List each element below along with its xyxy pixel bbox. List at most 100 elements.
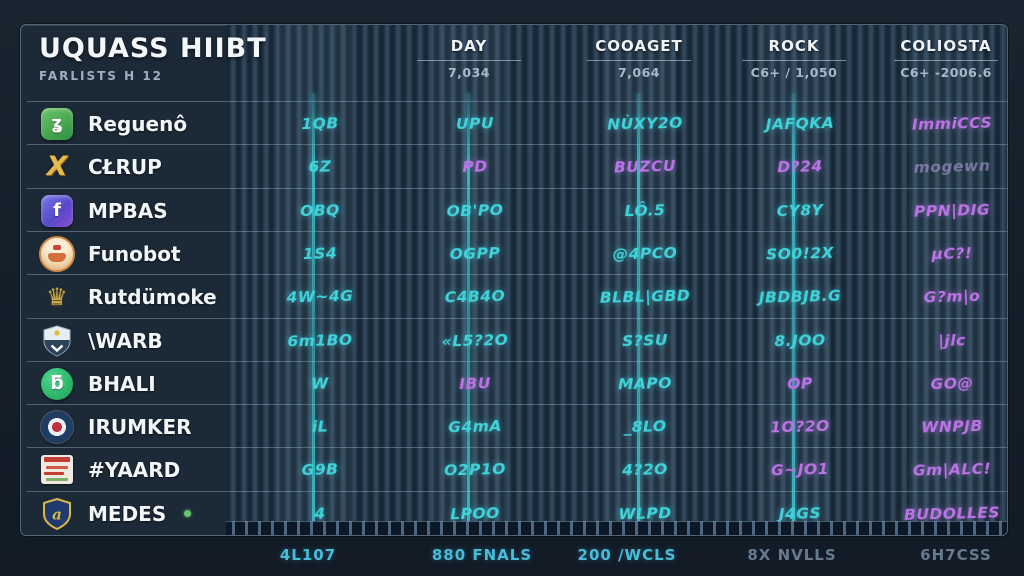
cell-value: 6Z <box>308 156 332 176</box>
column-spine-line <box>467 93 470 522</box>
cell-value: 1O?2O <box>770 416 830 436</box>
cell-value: ImmiCCS <box>911 113 993 134</box>
row-name-cell: a MEDES <box>33 492 239 535</box>
cell-value: IBU <box>458 373 492 393</box>
mpbas-glyph: f <box>53 199 61 221</box>
cell-value: OB'PO <box>446 200 504 220</box>
table-row[interactable]: IRUMKER iL G4mA _8LO 1O?2O WNPJB <box>27 404 1007 448</box>
table-row[interactable]: \WARB 6m1BO «L5?2O S?SU 8.JOO |jlc <box>27 318 1007 362</box>
cell-value: WLPD <box>618 503 672 523</box>
cell-value: @4PCO <box>612 243 678 263</box>
row-name: MPBAS <box>88 198 168 223</box>
column-halo <box>909 25 983 522</box>
table-row[interactable]: ʓ Reguenô 1QB UPU NÙXY2O JAFQKA ImmiCCS <box>27 101 1007 145</box>
cell-value: «L5?2O <box>441 330 509 351</box>
column-subvalue: 7,064 <box>617 65 661 80</box>
table-row[interactable]: Funobot 1S4 OGPP @4PCO SO0!2X µC?! <box>27 231 1007 275</box>
medes-shield-icon: a <box>39 496 75 532</box>
irumker-roundel-icon <box>39 409 75 445</box>
column-subvalue: C6+ -2006.6 <box>900 65 992 80</box>
footer-total: 4L107 <box>279 546 337 564</box>
column-header-coliosta[interactable]: COLIOSTA C6+ -2006.6 <box>871 37 1007 80</box>
title-block: UQUASS HIIBT FARLISTS H 12 <box>39 33 267 83</box>
footer-total: 200 /WCLS <box>577 546 677 564</box>
bottom-dashed-band <box>226 521 1007 535</box>
cell-value: O2P1O <box>443 459 507 479</box>
column-header-cooaget[interactable]: COOAGET 7,064 <box>564 37 714 80</box>
cell-value: C4B4O <box>444 286 506 306</box>
cell-value: |jlc <box>938 330 966 350</box>
table-row[interactable]: a MEDES 4 LPOO WLPD J4GS BUDOLLES <box>27 491 1007 535</box>
cell-value: µC?! <box>931 243 973 263</box>
cell-value: UPU <box>455 113 495 133</box>
cell-value: 6m1BO <box>287 330 353 350</box>
cell-value: WNPJB <box>921 416 983 436</box>
cell-value: G4mA <box>447 416 503 436</box>
table-row[interactable]: ƃ BHALI W IBU MAPO OP GO@ <box>27 361 1007 405</box>
footer-total: 880 FNALS <box>431 546 533 564</box>
mpbas-icon: f <box>39 193 75 229</box>
cell-value: PD <box>462 156 488 176</box>
rutdumoke-glyph: ♛ <box>46 282 68 311</box>
warb-shield-icon <box>39 323 75 359</box>
table-row[interactable]: X CŁRUP 6Z PD BUZCU D?24 mogewn <box>27 144 1007 188</box>
bhali-icon: ƃ <box>39 366 75 402</box>
cell-value: OGPP <box>449 243 501 263</box>
footer-total: 6H7CSS <box>920 546 992 564</box>
cell-value: 1QB <box>301 113 339 133</box>
row-name: Funobot <box>88 241 181 266</box>
table-row[interactable]: ♛ Rutdümoke 4W~4G C4B4O BLBL|GBD JBDBJB.… <box>27 274 1007 318</box>
row-name: MEDES <box>88 501 167 526</box>
cell-value: 8.JOO <box>774 330 826 350</box>
column-label: ROCK <box>768 37 820 55</box>
cell-value: JAFQKA <box>765 113 835 134</box>
cell-value: BLBL|GBD <box>599 285 691 307</box>
column-spine-line <box>792 93 795 522</box>
row-name: BHALI <box>88 371 156 396</box>
cell-value: PPN|DIG <box>913 200 991 221</box>
cell-value: OP <box>786 373 814 393</box>
page-subtitle: FARLISTS H 12 <box>39 69 164 83</box>
column-header-day[interactable]: DAY 7,034 <box>394 37 544 80</box>
bhali-glyph: ƃ <box>50 372 64 394</box>
cell-value: GO@ <box>930 373 974 393</box>
yaard-red-band <box>44 457 70 462</box>
cell-value: J4GS <box>778 503 822 523</box>
yaard-green-band <box>46 478 68 481</box>
row-name: IRUMKER <box>88 414 192 439</box>
cell-value: BUZCU <box>613 156 677 176</box>
cell-value: LPOO <box>449 503 501 523</box>
column-spine-line <box>312 93 315 522</box>
cell-value: D?24 <box>777 156 823 176</box>
cell-value: SO0!2X <box>765 243 835 264</box>
table-row[interactable]: f MPBAS OBQ OB'PO LÔ.5 CY8Y PPN|DIG <box>27 188 1007 232</box>
table-row[interactable]: #YAARD G9B O2P1O 4?2O G~JO1 Gm|ALC! <box>27 447 1007 491</box>
cell-value: MAPO <box>617 373 673 393</box>
column-spine-line <box>637 93 640 522</box>
row-name-cell: ♛ Rutdümoke <box>33 275 239 318</box>
column-header-rock[interactable]: ROCK C6+ / 1,050 <box>719 37 869 80</box>
clrup-icon: X <box>39 149 75 185</box>
cell-value: mogewn <box>913 156 991 177</box>
row-name-cell: \WARB <box>33 319 239 362</box>
row-name-cell: ʓ Reguenô <box>33 102 239 145</box>
cell-value: W <box>310 373 330 393</box>
cell-value: OBQ <box>299 200 341 220</box>
medes-glyph: a <box>52 505 62 523</box>
header-underline <box>742 60 846 61</box>
row-name-cell: f MPBAS <box>33 189 239 232</box>
row-name-cell: X CŁRUP <box>33 145 239 188</box>
column-label: COOAGET <box>595 37 683 55</box>
status-dot <box>184 510 192 517</box>
row-name: #YAARD <box>88 457 181 482</box>
rutdumoke-icon: ♛ <box>39 279 75 315</box>
cell-value: 4?2O <box>621 459 669 479</box>
footer-total: 8X NVLLS <box>747 546 837 564</box>
cell-value: G9B <box>301 459 339 479</box>
header-underline <box>417 60 521 61</box>
cell-value: 4 <box>314 503 326 523</box>
cell-value: S?SU <box>621 330 669 350</box>
column-subvalue: C6+ / 1,050 <box>750 65 838 80</box>
cell-value: CY8Y <box>776 200 824 220</box>
row-name: Reguenô <box>88 111 188 136</box>
